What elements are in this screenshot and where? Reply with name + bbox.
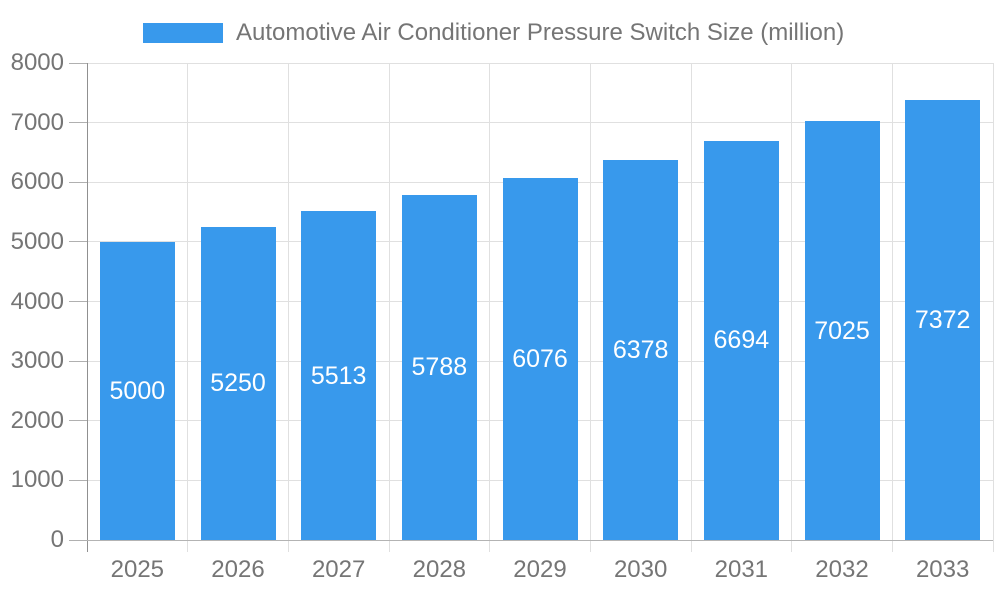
y-axis-tick xyxy=(69,360,87,362)
bar-value-label: 7025 xyxy=(814,316,870,345)
x-axis-tick-label: 2027 xyxy=(311,556,366,583)
bar-value-label: 6378 xyxy=(612,335,669,364)
y-axis-tick-label: 2000 xyxy=(10,406,64,434)
bar-value-label: 5000 xyxy=(109,376,166,405)
x-axis-tick-label: 2032 xyxy=(815,556,869,583)
bar xyxy=(804,121,880,540)
gridline-vertical xyxy=(791,63,793,552)
gridline-vertical xyxy=(388,63,390,552)
y-axis-tick-label: 7000 xyxy=(10,108,64,136)
gridline-vertical xyxy=(589,63,591,552)
gridline-horizontal xyxy=(87,62,993,64)
x-axis-tick-label: 2026 xyxy=(211,556,265,583)
bar xyxy=(99,241,175,540)
y-axis-tick xyxy=(69,181,87,183)
y-axis-tick-label: 3000 xyxy=(10,347,64,375)
x-axis-tick-label: 2028 xyxy=(412,556,467,583)
bar-value-label: 7372 xyxy=(914,306,971,335)
legend-item[interactable]: Automotive Air Conditioner Pressure Swit… xyxy=(143,20,844,46)
y-axis-tick xyxy=(69,301,87,302)
gridline-vertical xyxy=(287,63,289,552)
bar xyxy=(603,159,679,540)
x-axis-tick-label: 2025 xyxy=(110,556,165,583)
x-axis-tick-label: 2033 xyxy=(915,556,970,583)
bar-value-label: 6076 xyxy=(512,344,568,373)
y-axis-tick-label: 8000 xyxy=(10,49,64,76)
x-axis-tick-label: 2031 xyxy=(714,556,769,583)
bar xyxy=(703,140,779,540)
bar-value-label: 6694 xyxy=(713,326,770,355)
y-axis-tick xyxy=(69,479,87,481)
y-axis-tick-label: 1000 xyxy=(10,466,64,494)
x-axis-tick-label: 2030 xyxy=(613,556,668,583)
y-axis-tick xyxy=(69,420,87,422)
y-axis-line xyxy=(86,63,88,552)
bar xyxy=(401,194,477,540)
bar xyxy=(200,226,276,540)
y-axis-tick xyxy=(69,539,87,541)
bar xyxy=(301,211,377,540)
gridline-vertical xyxy=(187,63,189,552)
y-axis-tick xyxy=(69,122,87,124)
chart-title: Automotive Air Conditioner Pressure Swit… xyxy=(236,19,845,46)
bar-value-label: 5788 xyxy=(411,353,468,382)
y-axis-tick-label: 6000 xyxy=(10,168,64,196)
legend-swatch xyxy=(143,23,223,43)
y-axis-tick xyxy=(69,241,87,243)
y-axis-tick xyxy=(69,62,87,64)
gridline-horizontal xyxy=(87,122,993,124)
x-axis-tick-label: 2029 xyxy=(513,556,567,583)
bar-value-label: 5250 xyxy=(210,369,266,398)
x-axis-line xyxy=(87,539,993,541)
gridline-vertical xyxy=(891,63,893,552)
y-axis-tick-label: 5000 xyxy=(10,227,64,255)
bar xyxy=(905,100,981,540)
bar-value-label: 5513 xyxy=(310,361,367,390)
y-axis-tick-label: 0 xyxy=(50,526,64,553)
gridline-vertical xyxy=(690,63,692,552)
gridline-vertical xyxy=(992,63,994,552)
gridline-vertical xyxy=(489,63,491,552)
bar xyxy=(502,177,578,540)
y-axis-tick-label: 4000 xyxy=(10,287,64,315)
